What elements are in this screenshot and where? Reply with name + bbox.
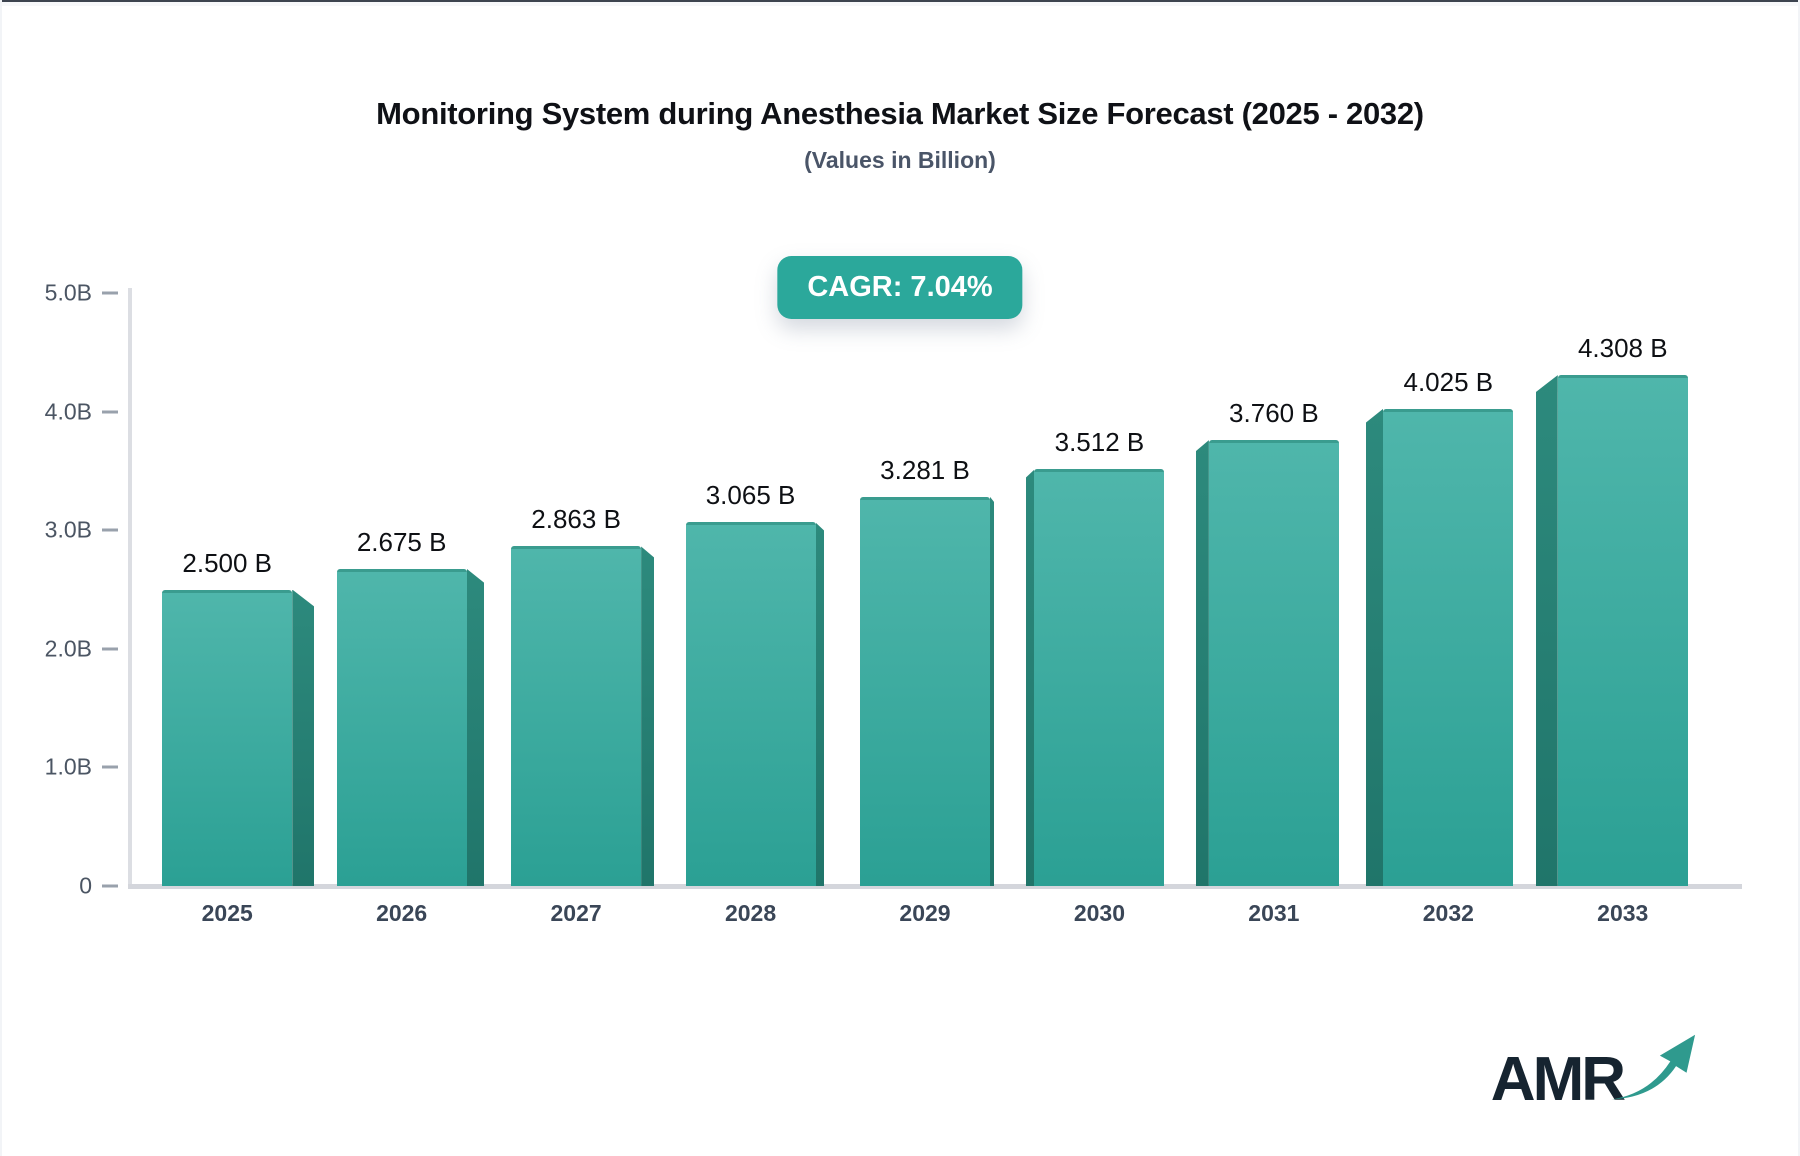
bar-2026: [336, 568, 467, 886]
amr-logo: AMR: [1491, 1029, 1705, 1111]
y-axis-tick-mark: [102, 647, 118, 651]
page-left-edge: [0, 0, 2, 1156]
y-axis-tick-mark: [102, 528, 118, 532]
cagr-badge: CAGR: 7.04%: [777, 256, 1023, 319]
x-axis-tick-label: 2025: [201, 900, 253, 926]
bar-2030: [1034, 469, 1165, 886]
bar-value-label: 3.281 B: [880, 454, 970, 485]
bar-value-label: 4.308 B: [1577, 333, 1668, 364]
bar-2028: [685, 522, 816, 886]
bar-3d-side: [1025, 469, 1035, 886]
bar-value-label: 3.512 B: [1054, 427, 1145, 458]
window-top-line: [0, 0, 1800, 2]
bar-value-label: 2.675 B: [356, 526, 447, 557]
chart-subtitle: (Values in Billion): [804, 147, 996, 173]
y-axis-tick-label: 5.0B: [44, 279, 92, 306]
x-axis-tick-label: 2030: [1073, 900, 1126, 926]
y-axis-tick-label: 3.0B: [44, 516, 92, 543]
bar-2031: [1208, 440, 1339, 886]
x-axis-tick-label: 2033: [1597, 900, 1649, 926]
bar-value-label: 3.065 B: [705, 480, 796, 511]
bar-value-label: 4.025 B: [1403, 366, 1494, 397]
bar-3d-side: [990, 496, 994, 886]
page-title: Monitoring System during Anesthesia Mark…: [376, 96, 1424, 131]
amr-logo-text: AMR: [1490, 1045, 1626, 1114]
bar-3d-side: [466, 568, 485, 886]
bar-3d-side: [815, 522, 825, 886]
bar-3d-side: [292, 589, 315, 886]
window-top-strip: [0, 2, 1800, 6]
x-axis-tick-label: 2029: [899, 900, 951, 926]
bar-3d-side: [1195, 440, 1209, 886]
bar-value-label: 2.500 B: [182, 547, 273, 578]
x-axis-tick-label: 2026: [376, 900, 428, 926]
y-axis-tick-label: 4.0B: [44, 398, 92, 425]
bar-2033: [1557, 375, 1688, 886]
y-axis-tick-label: 1.0B: [44, 753, 92, 780]
bar-2029: [860, 496, 990, 886]
y-axis-tick-mark: [102, 765, 118, 769]
y-axis-tick-mark: [102, 884, 118, 888]
bar-value-label: 2.863 B: [531, 504, 621, 535]
x-axis-tick-label: 2031: [1248, 900, 1300, 926]
bar-3d-side: [641, 546, 655, 886]
y-axis-tick-mark: [102, 410, 118, 414]
x-axis-tick-label: 2032: [1422, 900, 1474, 926]
bar-2027: [511, 546, 642, 886]
y-axis-tick-label: 2.0B: [44, 635, 92, 662]
bar-value-label: 3.760 B: [1229, 398, 1319, 429]
growth-arrow-icon: [1611, 1034, 1696, 1100]
bar-2032: [1383, 408, 1514, 886]
x-axis-tick-label: 2027: [550, 900, 602, 926]
y-axis-line: [128, 288, 132, 888]
x-axis-tick-label: 2028: [724, 900, 777, 926]
x-axis-line: [128, 884, 1742, 889]
bar-2025: [162, 589, 293, 886]
bar-3d-side: [1535, 375, 1558, 886]
y-axis-tick-mark: [102, 291, 118, 295]
bar-3d-side: [1365, 408, 1384, 886]
y-axis-tick-label: 0: [79, 872, 92, 899]
page-right-edge: [1798, 0, 1800, 1156]
